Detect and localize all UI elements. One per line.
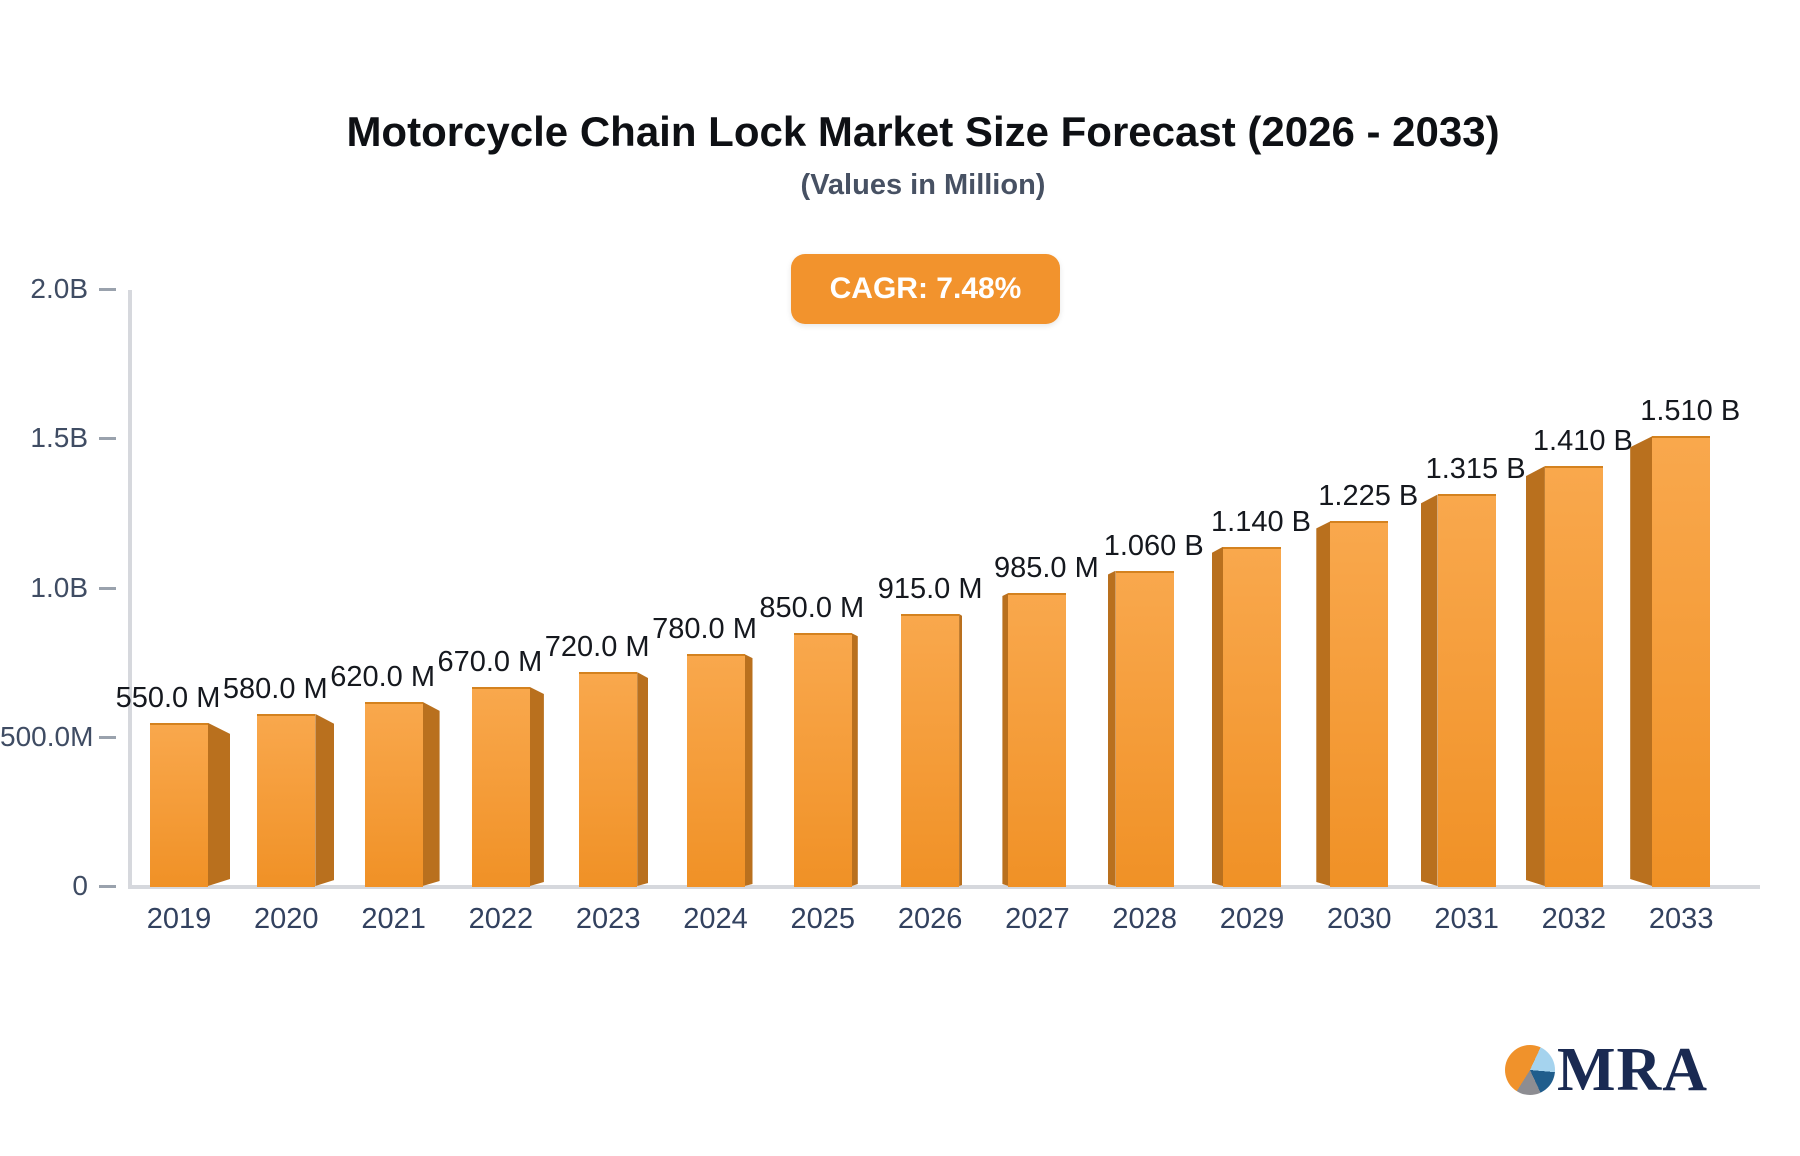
bar-2028 — [1115, 570, 1174, 887]
x-tick-label: 2026 — [897, 903, 963, 935]
bar-side — [1316, 521, 1330, 886]
x-tick-label: 2030 — [1327, 903, 1392, 935]
bar-2027 — [1008, 592, 1067, 887]
bar-side — [1526, 466, 1545, 886]
bar-side — [1108, 571, 1116, 886]
y-tick-label: 1.5B — [30, 422, 88, 454]
bar-side — [637, 672, 648, 886]
bar-value-label: 550.0 M — [115, 681, 221, 714]
bar-2030 — [1330, 521, 1389, 887]
chart-title: Motorcycle Chain Lock Market Size Foreca… — [346, 108, 1500, 155]
bar-value-label: 670.0 M — [437, 646, 543, 678]
bar-2031 — [1437, 494, 1496, 887]
x-tick-label: 2031 — [1434, 903, 1499, 935]
bar-value-label: 1.410 B — [1532, 425, 1633, 458]
bar-side — [423, 702, 440, 886]
bar-side — [1630, 436, 1652, 886]
bar-side — [1002, 593, 1008, 886]
bar-2021 — [364, 701, 423, 887]
x-axis-line — [128, 885, 1760, 889]
bar-2020 — [257, 713, 316, 887]
cagr-badge-label: CAGR: 7.48% — [829, 272, 1022, 305]
bar-2024 — [686, 654, 745, 887]
bar-value-label: 780.0 M — [652, 613, 757, 646]
bar-2019 — [150, 722, 208, 887]
bar-value-label: 1.060 B — [1103, 529, 1204, 562]
y-tick-dash — [99, 437, 116, 441]
bar-side — [530, 687, 544, 886]
bar-value-label: 850.0 M — [759, 592, 865, 625]
x-tick-label: 2025 — [790, 903, 856, 935]
bar-2025 — [793, 633, 852, 887]
x-tick-label: 2033 — [1648, 903, 1714, 935]
y-tick-label: 2.0B — [30, 273, 88, 304]
bar-side — [959, 614, 962, 886]
x-tick-label: 2029 — [1219, 903, 1285, 935]
x-tick-label: 2028 — [1112, 903, 1177, 935]
bar-side — [208, 723, 230, 886]
bar-value-label: 1.315 B — [1425, 453, 1526, 486]
bar-value-label: 580.0 M — [222, 672, 328, 705]
bar-value-label: 985.0 M — [993, 551, 1099, 584]
bar-value-label: 1.510 B — [1640, 395, 1741, 428]
bar-value-label: 915.0 M — [877, 572, 983, 605]
x-tick-label: 2032 — [1541, 903, 1607, 935]
chart-subtitle: (Values in Million) — [800, 169, 1046, 201]
y-axis-line — [128, 290, 132, 889]
bar-value-label: 1.140 B — [1211, 505, 1311, 538]
bar-2023 — [579, 672, 638, 887]
bar-2029 — [1223, 546, 1281, 887]
bar-side — [1421, 494, 1438, 886]
mra-logo: MRA — [1505, 1036, 1709, 1104]
x-tick-label: 2021 — [361, 903, 426, 935]
x-tick-label: 2024 — [683, 903, 748, 935]
y-tick-dash — [99, 586, 116, 590]
bar-value-label: 1.225 B — [1318, 480, 1419, 513]
bar-value-label: 720.0 M — [544, 631, 650, 664]
x-tick-label: 2019 — [146, 903, 212, 935]
x-tick-label: 2027 — [1005, 903, 1070, 935]
y-tick-dash — [99, 288, 116, 291]
y-tick-label: 0 — [72, 870, 88, 901]
bar-side — [745, 654, 753, 886]
header: Motorcycle Chain Lock Market Size Foreca… — [23, 0, 1800, 202]
bar-2033 — [1652, 436, 1711, 887]
y-tick-label: 500.0M — [0, 720, 94, 752]
x-tick-label: 2022 — [468, 903, 534, 935]
y-tick-label: 1.0B — [30, 571, 88, 603]
bar-value-label: 620.0 M — [330, 660, 435, 693]
bar-side — [852, 633, 858, 886]
bar-2032 — [1544, 466, 1603, 887]
y-tick-dash — [99, 735, 116, 739]
x-tick-label: 2020 — [254, 903, 319, 935]
logo-text: MRA — [1557, 1036, 1709, 1104]
bar-2026 — [901, 613, 960, 887]
y-tick-dash — [99, 885, 116, 888]
bar-2022 — [471, 687, 530, 887]
bar-side — [1212, 547, 1223, 886]
cagr-badge: CAGR: 7.48% — [791, 254, 1060, 324]
bar-side — [315, 714, 334, 886]
x-tick-label: 2023 — [575, 903, 641, 935]
logo-pie-icon — [1505, 1045, 1555, 1095]
